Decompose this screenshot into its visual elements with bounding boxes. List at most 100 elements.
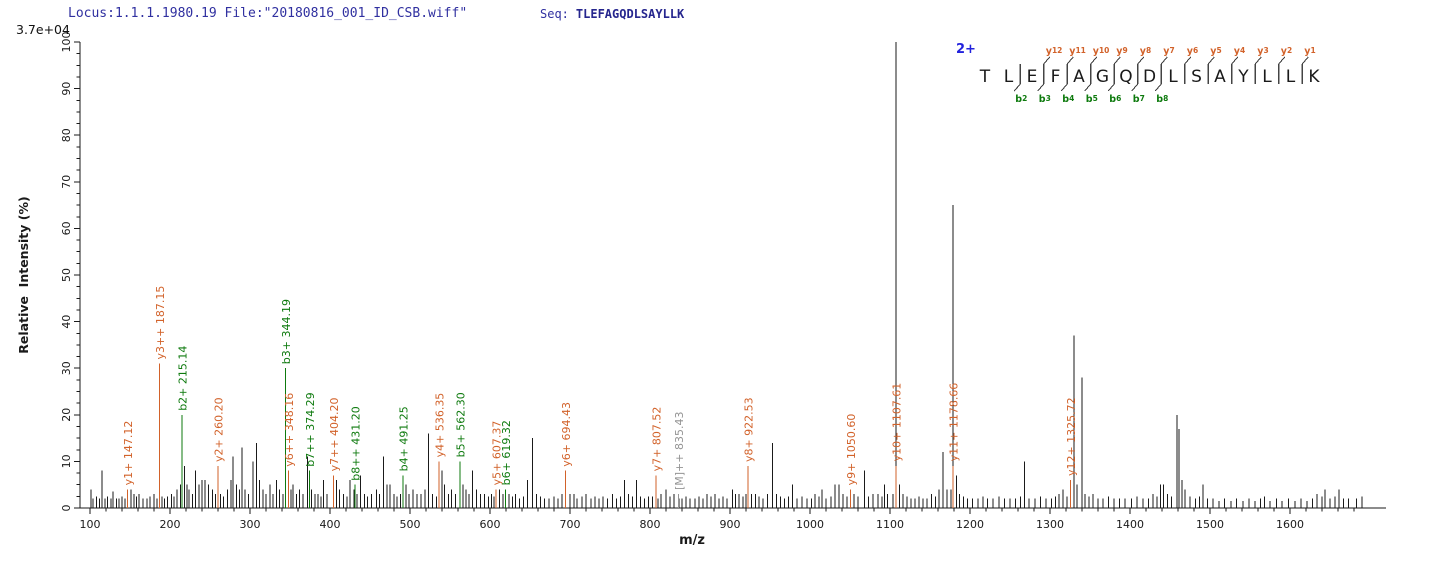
peak-label: b2+ 215.14 <box>177 346 190 411</box>
x-tick-label: 1400 <box>1116 518 1144 531</box>
x-tick-label: 100 <box>80 518 101 531</box>
peak-y7++: y7++ 404.20 <box>328 397 341 508</box>
peak-y1+: y1+ 147.12 <box>122 421 135 508</box>
residue-L: L <box>1262 67 1272 87</box>
x-tick-label: 600 <box>480 518 501 531</box>
peak-y9+: y9+ 1050.60 <box>845 414 858 508</box>
peak-label: y3++ 187.15 <box>154 286 167 360</box>
fragment-label-y3: y3 <box>1257 46 1268 57</box>
x-tick-label: 1300 <box>1036 518 1064 531</box>
y-tick-label: 80 <box>60 128 73 142</box>
header: Locus:1.1.1.1980.19 File:"20180816_001_I… <box>0 6 1436 26</box>
y-tick-label: 40 <box>60 315 73 329</box>
peak-y5+: y5+ 607.37 <box>490 421 503 508</box>
residue-E: E <box>1027 67 1038 87</box>
x-tick-label: 500 <box>400 518 421 531</box>
fragment-label-y6: y6 <box>1187 46 1198 57</box>
peak-label: b7++ 374.29 <box>304 392 317 466</box>
peak-b6+: b6+ 619.32 <box>500 420 513 508</box>
fragment-label-y10: y10 <box>1093 46 1110 57</box>
fragment-label-y9: y9 <box>1116 46 1127 57</box>
sequence-header: Seq: TLEFAGQDLSAYLLK <box>540 7 684 21</box>
x-axis-ticks: 100 200 300 400 500 600 700 800 900 1000 1100 1200 1… <box>80 508 1355 531</box>
residue-Y: Y <box>1237 67 1249 87</box>
peak-label: b6+ 619.32 <box>500 420 513 485</box>
residue-A: A <box>1214 67 1226 87</box>
y-tick-label: 100 <box>60 32 73 53</box>
peak-label: y1+ 147.12 <box>122 421 135 486</box>
y-tick-label: 70 <box>60 175 73 189</box>
peak-label: y12+ 1325.72 <box>1065 397 1078 476</box>
fragment-label-b7: b7 <box>1133 94 1145 105</box>
x-tick-label: 1100 <box>876 518 904 531</box>
seq-value: TLEFAGQDLSAYLLK <box>575 7 685 21</box>
fragment-label-y8: y8 <box>1140 46 1151 57</box>
peak-label: y5+ 607.37 <box>490 421 503 486</box>
base-peak-intensity: 3.7e+04 <box>16 22 70 37</box>
peak-b8++: b8++ 431.20 <box>349 406 362 508</box>
peak-b4+: b4+ 491.25 <box>398 406 411 508</box>
residue-Q: Q <box>1119 67 1132 87</box>
x-axis-title: m/z <box>679 533 705 548</box>
residue-L: L <box>1004 67 1014 87</box>
fragment-label-y1: y1 <box>1304 46 1315 57</box>
x-tick-label: 900 <box>720 518 741 531</box>
y-tick-label: 0 <box>60 505 73 512</box>
peak-y12+: y12+ 1325.72 <box>1065 397 1078 508</box>
residue-D: D <box>1143 67 1156 87</box>
peak-y8+: y8+ 922.53 <box>743 397 756 508</box>
fragment-label-y12: y12 <box>1046 46 1063 57</box>
peak-label: b4+ 491.25 <box>398 406 411 471</box>
residue-L: L <box>1286 67 1296 87</box>
fragment-label-b4: b4 <box>1062 94 1074 105</box>
residue-L: L <box>1168 67 1178 87</box>
peak-b3+: b3+ 344.19 <box>280 299 293 508</box>
x-tick-label: 400 <box>320 518 341 531</box>
fragment-label-b2: b2 <box>1015 94 1027 105</box>
residue-T: T <box>979 67 991 87</box>
x-tick-label: 700 <box>560 518 581 531</box>
peak-label: y6+ 694.43 <box>560 402 573 467</box>
locus-file-label: Locus:1.1.1.1980.19 File:"20180816_001_I… <box>68 6 468 21</box>
residue-K: K <box>1308 67 1320 87</box>
y-axis-title: Relative Intensity (%) <box>16 196 31 353</box>
peak-y4+: y4+ 536.35 <box>434 393 447 508</box>
peak-y7+: y7+ 807.52 <box>651 407 664 508</box>
x-tick-label: 1200 <box>956 518 984 531</box>
y-tick-label: 30 <box>60 361 73 375</box>
x-tick-label: 1600 <box>1276 518 1304 531</box>
fragment-label-b8: b8 <box>1156 94 1168 105</box>
peak-y2+: y2+ 260.20 <box>213 397 226 508</box>
fragment-label-b5: b5 <box>1086 94 1098 105</box>
y-tick-label: 20 <box>60 408 73 422</box>
x-tick-label: 200 <box>160 518 181 531</box>
peak-label: y11+ 1178.66 <box>947 383 960 462</box>
residue-G: G <box>1096 67 1109 87</box>
residue-A: A <box>1073 67 1085 87</box>
fragment-label-b6: b6 <box>1109 94 1121 105</box>
y-tick-label: 10 <box>60 454 73 468</box>
y-tick-label: 60 <box>60 221 73 235</box>
peak-label: y2+ 260.20 <box>213 397 226 462</box>
peak-y6+: y6+ 694.43 <box>560 402 573 508</box>
fragment-label-y11: y11 <box>1069 46 1086 57</box>
x-tick-label: 800 <box>640 518 661 531</box>
fragment-label-y2: y2 <box>1281 46 1292 57</box>
fragment-label-y5: y5 <box>1210 46 1221 57</box>
peak-label: b3+ 344.19 <box>280 299 293 364</box>
y-tick-label: 90 <box>60 82 73 96</box>
axes: Relative Intensity (%) m/z <box>16 42 1386 548</box>
x-tick-label: 1000 <box>796 518 824 531</box>
peak-label: y7++ 404.20 <box>328 397 341 471</box>
background-peaks <box>90 335 1363 508</box>
x-tick-label: 1500 <box>1196 518 1224 531</box>
peak-y6++: y6++ 348.16 <box>283 393 296 508</box>
peak-y3++: y3++ 187.15 <box>154 286 167 508</box>
peak-label: b5+ 562.30 <box>454 392 467 457</box>
peak-label: [M]++ 835.43 <box>673 412 686 491</box>
peak-label: y10+ 1107.61 <box>891 383 904 462</box>
residue-F: F <box>1051 67 1061 87</box>
